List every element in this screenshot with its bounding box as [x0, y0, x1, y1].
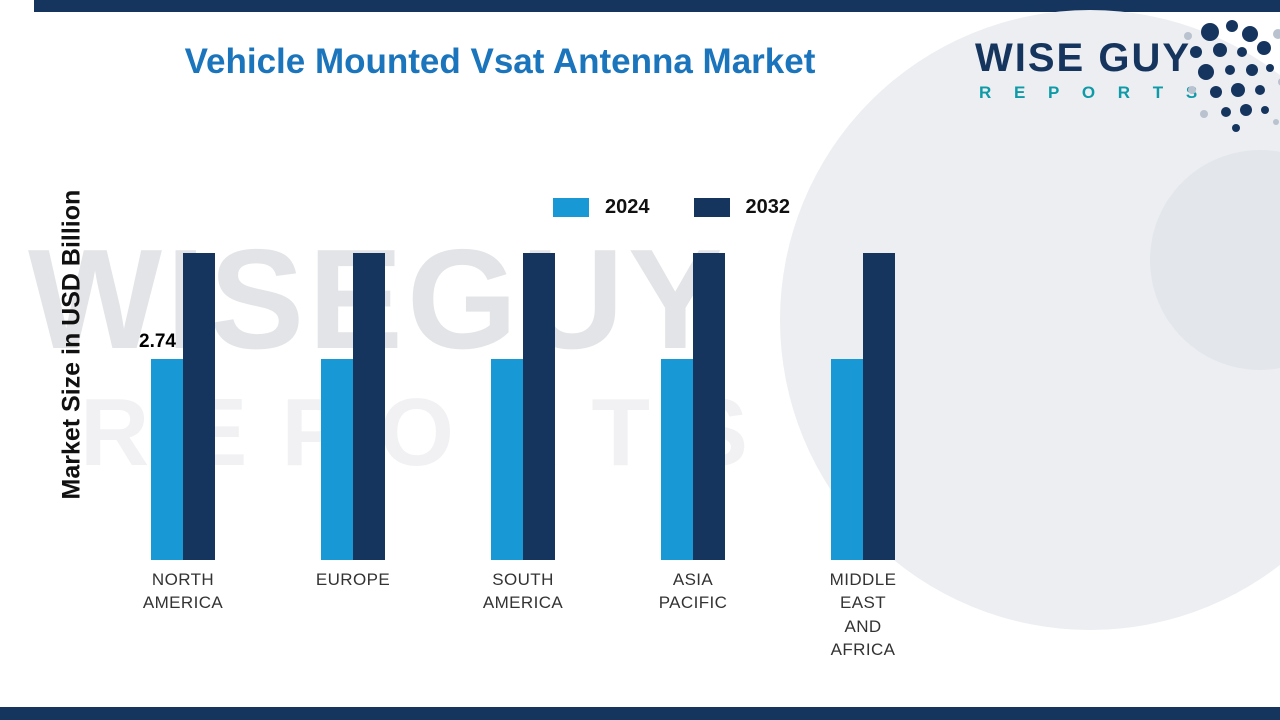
bar-2032-middle-east-and-africa [863, 253, 895, 560]
legend-swatch-2032 [693, 198, 730, 217]
chart-title: Vehicle Mounted Vsat Antenna Market [184, 42, 816, 81]
bar-2032-europe [353, 253, 385, 560]
bar-2032-asia-pacific [693, 253, 725, 560]
value-label-2024-north-america: 2.74 [139, 331, 176, 352]
category-label-europe: EUROPE [315, 570, 391, 589]
top-accent-strip [34, 0, 1280, 12]
legend-label-2032: 2032 [745, 196, 791, 218]
legend-swatch-2024 [553, 198, 589, 217]
category-label-asia-pacific: ASIA PACIFIC [658, 570, 728, 613]
bottom-accent-strip [0, 707, 1280, 720]
bar-2024-asia-pacific [661, 359, 693, 560]
bar-2024-europe [321, 359, 353, 560]
bar-2024-middle-east-and-africa [831, 359, 863, 560]
category-label-north-america: NORTH AMERICA [142, 570, 224, 613]
bar-2024-north-america [151, 359, 183, 560]
logo-head-dots-icon [1184, 20, 1280, 132]
bar-2032-north-america [183, 253, 215, 560]
legend-label-2024: 2024 [605, 196, 650, 218]
bar-2032-south-america [523, 253, 555, 560]
category-label-middle-east-and-africa: MIDDLE EAST AND AFRICA [829, 570, 897, 660]
legend-item-2032: 2032 [693, 196, 791, 219]
y-axis-label: Market Size in USD Billion [57, 189, 86, 500]
bar-2024-south-america [491, 359, 523, 560]
chart-legend: 2024 2032 [553, 196, 790, 219]
wiseguy-logo: WISE GUY R E P O R T S [975, 20, 1280, 132]
logo-reports-text: R E P O R T S [979, 83, 1207, 102]
logo-wiseguy-text: WISE GUY [975, 36, 1192, 80]
category-label-south-america: SOUTH AMERICA [482, 570, 564, 613]
legend-item-2024: 2024 [553, 196, 650, 219]
